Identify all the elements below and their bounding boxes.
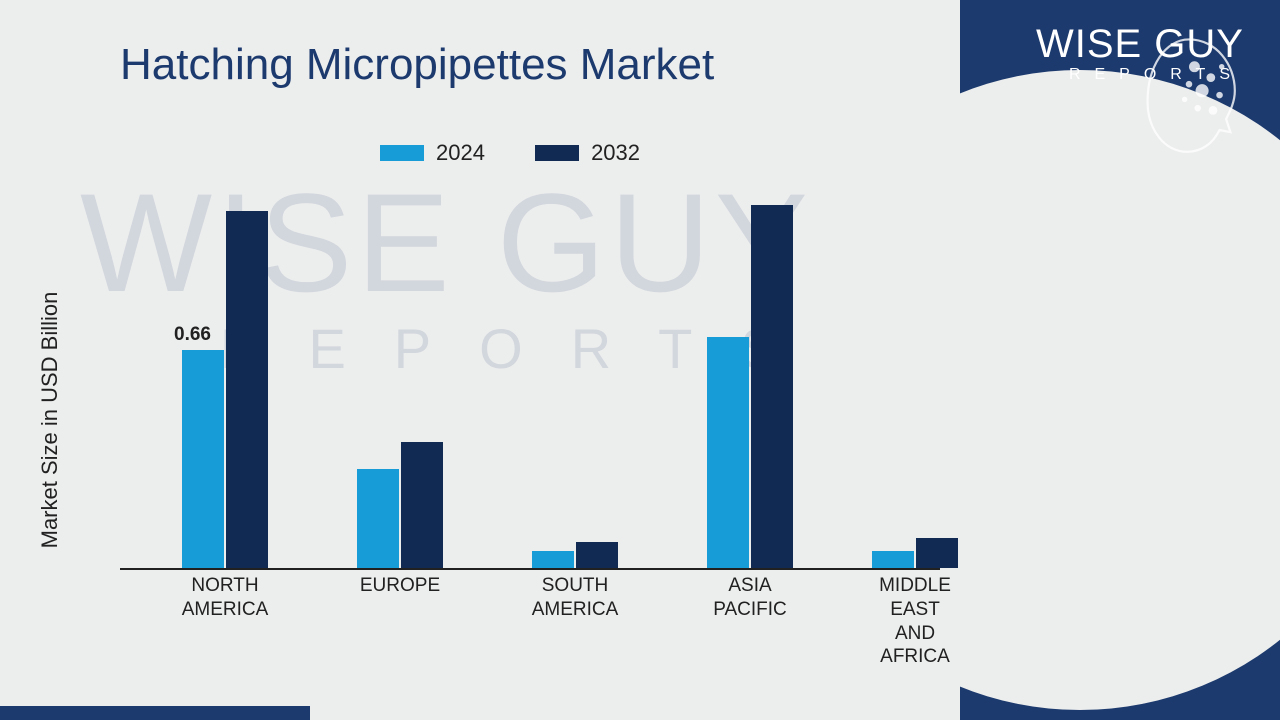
bar-2024 <box>707 337 749 568</box>
x-axis-label: SOUTHAMERICA <box>520 574 630 622</box>
x-axis-label: MIDDLEEASTANDAFRICA <box>860 574 970 669</box>
legend-label-2032: 2032 <box>591 140 640 166</box>
chart-title: Hatching Micropipettes Market <box>120 40 714 90</box>
bar-2032 <box>751 205 793 568</box>
x-axis-label: NORTHAMERICA <box>170 574 280 622</box>
plot-area: 0.66 <box>120 190 940 570</box>
legend-swatch-2024 <box>380 145 424 161</box>
footer-accent-bar <box>0 706 310 720</box>
legend-swatch-2032 <box>535 145 579 161</box>
brand-logo: WISE GUY REPORTS <box>1036 24 1244 84</box>
logo-head-icon <box>1134 34 1244 154</box>
bar-2024 <box>872 551 914 568</box>
y-axis-label: Market Size in USD Billion <box>37 292 63 549</box>
legend-item-2024: 2024 <box>380 140 485 166</box>
bar-value-label: 0.66 <box>174 324 211 346</box>
bar-2032 <box>576 542 618 568</box>
legend-item-2032: 2032 <box>535 140 640 166</box>
bar-2024 <box>182 350 224 568</box>
x-axis-label: ASIAPACIFIC <box>695 574 805 622</box>
bar-2024 <box>532 551 574 568</box>
x-axis-label: EUROPE <box>345 574 455 598</box>
legend: 2024 2032 <box>60 140 960 167</box>
chart: 2024 2032 Market Size in USD Billion 0.6… <box>60 140 960 700</box>
bar-2032 <box>226 211 268 568</box>
bar-2032 <box>916 538 958 568</box>
bar-2032 <box>401 442 443 568</box>
legend-label-2024: 2024 <box>436 140 485 166</box>
bar-2024 <box>357 469 399 568</box>
